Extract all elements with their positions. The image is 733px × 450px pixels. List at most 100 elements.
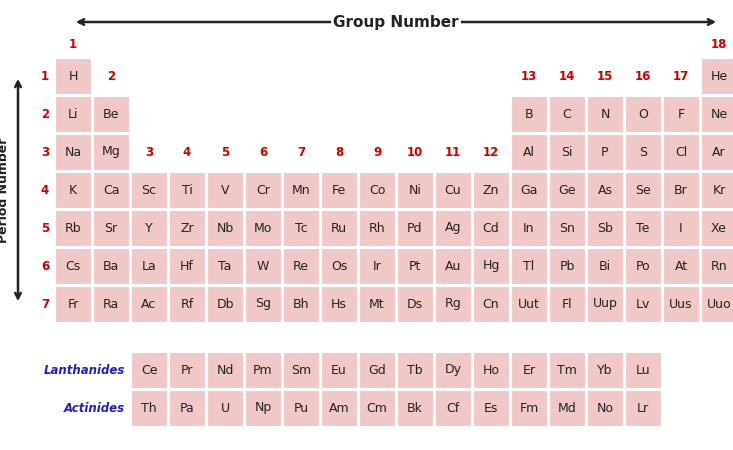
Bar — [131, 352, 167, 388]
Text: Sc: Sc — [141, 184, 157, 197]
Text: Er: Er — [523, 364, 536, 377]
Bar — [245, 248, 281, 284]
Bar — [397, 248, 433, 284]
Text: Group Number: Group Number — [334, 14, 459, 30]
Bar — [511, 248, 547, 284]
Text: Re: Re — [293, 260, 309, 273]
Bar — [169, 286, 205, 322]
Bar — [473, 352, 509, 388]
Text: Nd: Nd — [216, 364, 234, 377]
Bar — [625, 96, 661, 132]
Bar — [169, 352, 205, 388]
Text: Pr: Pr — [181, 364, 194, 377]
Bar — [511, 286, 547, 322]
Text: Ir: Ir — [372, 260, 381, 273]
Text: 7: 7 — [41, 297, 49, 310]
Text: No: No — [597, 401, 614, 414]
Bar — [511, 96, 547, 132]
Bar — [283, 390, 319, 426]
Text: Es: Es — [484, 401, 498, 414]
Bar — [587, 134, 623, 170]
Text: Yb: Yb — [597, 364, 613, 377]
Text: He: He — [710, 69, 728, 82]
Bar — [435, 210, 471, 246]
Text: Ba: Ba — [103, 260, 119, 273]
Bar — [55, 172, 91, 208]
Text: Cl: Cl — [675, 145, 687, 158]
Bar — [55, 96, 91, 132]
Text: Li: Li — [67, 108, 78, 121]
Bar — [435, 286, 471, 322]
Text: Ca: Ca — [103, 184, 119, 197]
Text: In: In — [523, 221, 535, 234]
Text: Co: Co — [369, 184, 385, 197]
Bar — [321, 210, 357, 246]
Text: Mn: Mn — [292, 184, 310, 197]
Text: Ti: Ti — [182, 184, 193, 197]
Text: B: B — [525, 108, 534, 121]
Text: Ac: Ac — [141, 297, 157, 310]
Bar — [587, 286, 623, 322]
Text: Sb: Sb — [597, 221, 613, 234]
Bar — [701, 286, 733, 322]
Bar — [587, 390, 623, 426]
Bar — [511, 210, 547, 246]
Text: Fl: Fl — [561, 297, 572, 310]
Bar — [321, 352, 357, 388]
Text: 16: 16 — [635, 69, 651, 82]
Text: Fe: Fe — [332, 184, 346, 197]
Bar — [625, 134, 661, 170]
Bar — [625, 248, 661, 284]
Bar — [131, 286, 167, 322]
Bar — [663, 134, 699, 170]
Bar — [701, 134, 733, 170]
Bar — [587, 96, 623, 132]
Text: O: O — [638, 108, 648, 121]
Bar — [283, 286, 319, 322]
Text: H: H — [68, 69, 78, 82]
Text: 6: 6 — [41, 260, 49, 273]
Text: Os: Os — [331, 260, 347, 273]
Text: Rh: Rh — [369, 221, 386, 234]
Text: 11: 11 — [445, 145, 461, 158]
Bar — [169, 248, 205, 284]
Text: Rn: Rn — [711, 260, 727, 273]
Text: Ni: Ni — [408, 184, 421, 197]
Text: I: I — [679, 221, 683, 234]
Bar — [245, 286, 281, 322]
Text: Rg: Rg — [445, 297, 461, 310]
Bar — [473, 172, 509, 208]
Bar — [207, 390, 243, 426]
Text: La: La — [141, 260, 156, 273]
Bar — [625, 390, 661, 426]
Text: 10: 10 — [407, 145, 423, 158]
Text: 1: 1 — [41, 69, 49, 82]
Bar — [701, 210, 733, 246]
Text: 7: 7 — [297, 145, 305, 158]
Text: Fr: Fr — [67, 297, 78, 310]
Text: Ra: Ra — [103, 297, 119, 310]
Bar — [55, 134, 91, 170]
Text: Xe: Xe — [711, 221, 727, 234]
Bar — [169, 210, 205, 246]
Bar — [321, 248, 357, 284]
Text: 2: 2 — [107, 69, 115, 82]
Bar — [321, 172, 357, 208]
Text: S: S — [639, 145, 647, 158]
Text: Sg: Sg — [255, 297, 271, 310]
Bar — [587, 210, 623, 246]
Bar — [625, 352, 661, 388]
Bar — [93, 96, 129, 132]
Bar — [131, 210, 167, 246]
Text: Uuo: Uuo — [707, 297, 732, 310]
Text: Ag: Ag — [445, 221, 461, 234]
Text: Ga: Ga — [520, 184, 538, 197]
Bar — [625, 172, 661, 208]
Text: Sn: Sn — [559, 221, 575, 234]
Bar — [435, 352, 471, 388]
Bar — [283, 172, 319, 208]
Bar — [245, 352, 281, 388]
Bar — [131, 390, 167, 426]
Bar — [701, 172, 733, 208]
Bar — [549, 286, 585, 322]
